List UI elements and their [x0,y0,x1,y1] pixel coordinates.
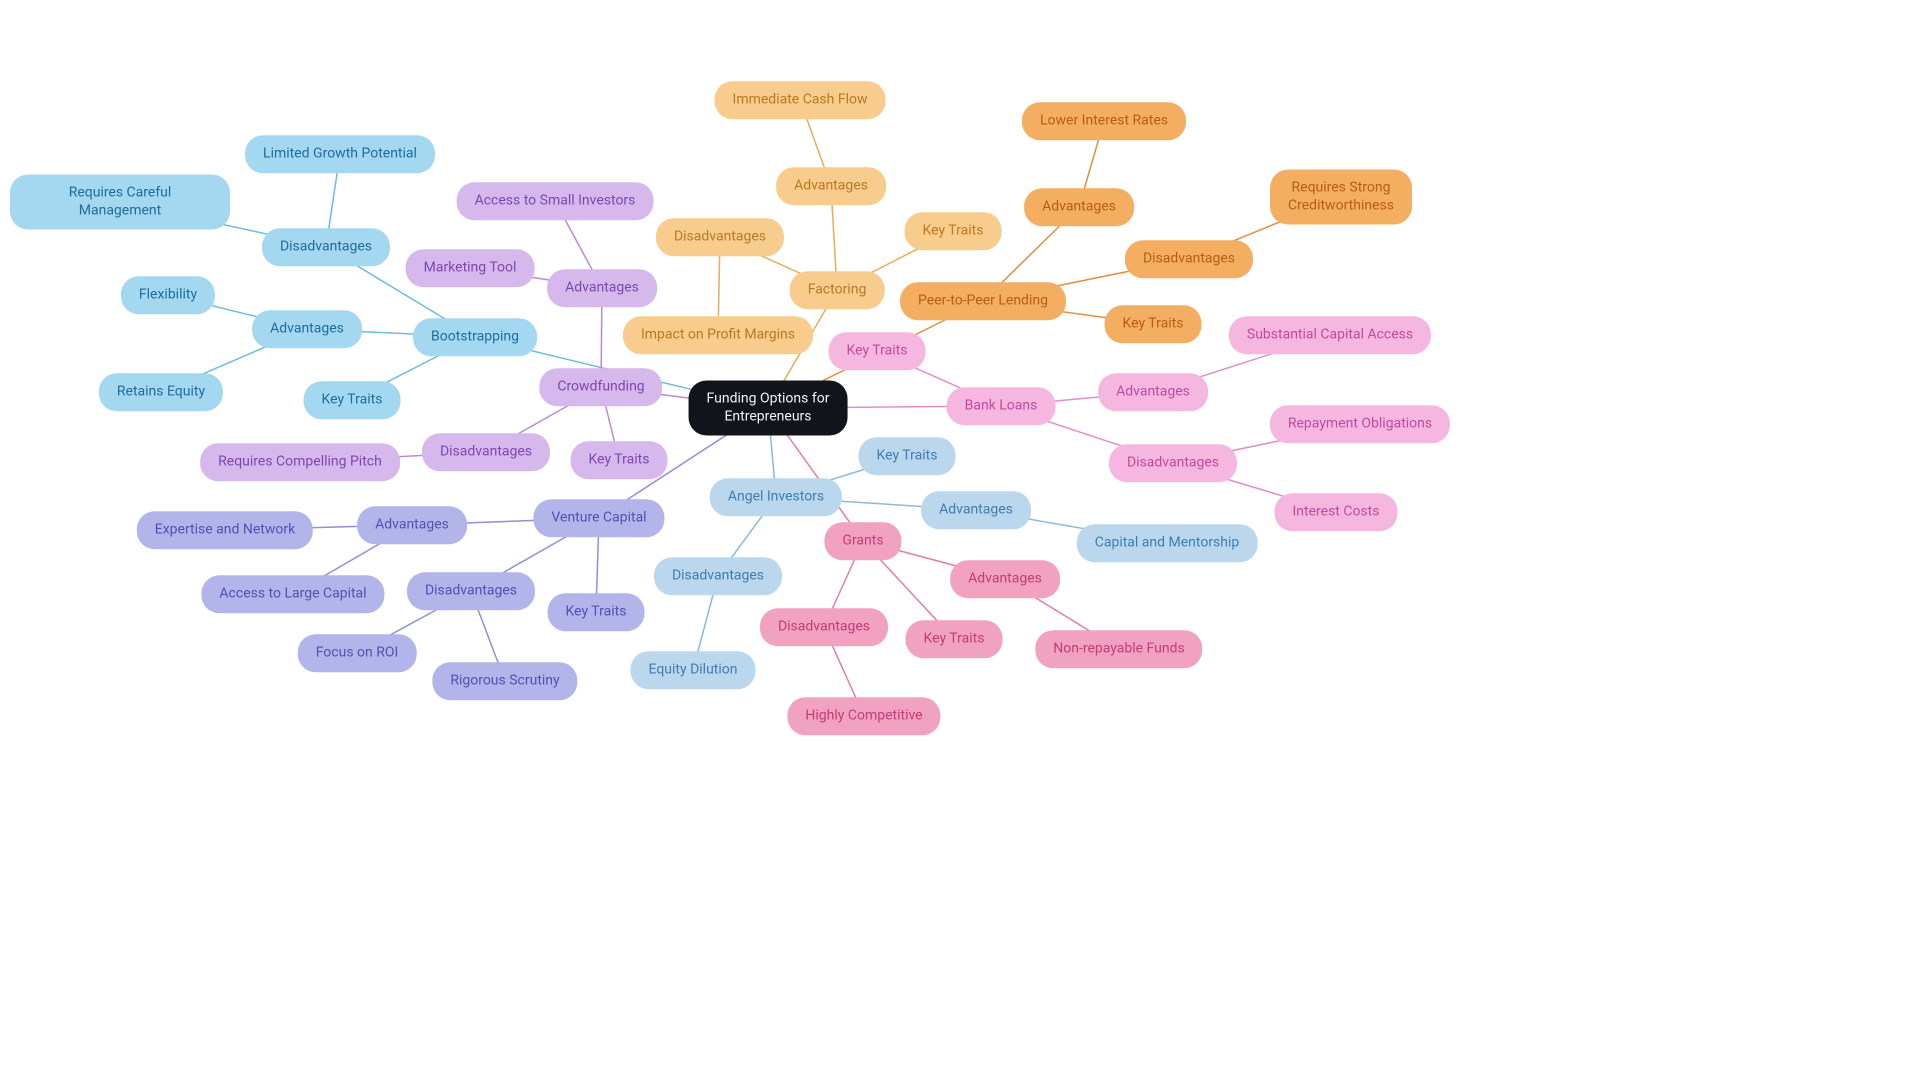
node-fa_prof: Impact on Profit Margins [623,316,813,354]
node-an_dis: Disadvantages [654,557,782,595]
node-bootstrap: Bootstrapping [413,318,537,356]
node-p2p: Peer-to-Peer Lending [900,282,1066,320]
node-gr_comp: Highly Competitive [787,697,940,735]
node-bk_dis: Disadvantages [1109,444,1237,482]
node-root: Funding Options for Entrepreneurs [689,381,848,436]
node-cr_market: Marketing Tool [406,249,535,287]
node-pp_adv: Advantages [1024,188,1134,226]
node-bk_key: Key Traits [829,332,926,370]
node-bk_rep: Repayment Obligations [1270,405,1450,443]
node-bs_growth: Limited Growth Potential [245,135,435,173]
node-vc_cap: Access to Large Capital [201,575,384,613]
node-bs_equity: Retains Equity [99,373,223,411]
node-vc_adv: Advantages [357,506,467,544]
node-cr_pitch: Requires Compelling Pitch [200,443,400,481]
node-pp_key: Key Traits [1105,305,1202,343]
node-bank: Bank Loans [947,387,1056,425]
node-bk_int: Interest Costs [1275,493,1398,531]
node-pp_dis: Disadvantages [1125,240,1253,278]
node-cr_adv: Advantages [547,269,657,307]
node-crowd: Crowdfunding [539,368,662,406]
node-bs_adv: Advantages [252,310,362,348]
node-gr_nonrep: Non-repayable Funds [1035,630,1202,668]
node-vc_key: Key Traits [548,593,645,631]
node-vc: Venture Capital [533,499,664,537]
node-fa_adv: Advantages [776,167,886,205]
node-vc_roi: Focus on ROI [298,634,417,672]
node-an_key: Key Traits [859,437,956,475]
node-vc_dis: Disadvantages [407,572,535,610]
node-an_dil: Equity Dilution [631,651,756,689]
node-pp_cred: Requires Strong Creditworthiness [1270,170,1412,225]
node-grants: Grants [824,522,901,560]
node-vc_scr: Rigorous Scrutiny [432,662,577,700]
node-bs_flex: Flexibility [121,276,215,314]
node-fa_key: Key Traits [905,212,1002,250]
node-cr_key: Key Traits [571,441,668,479]
node-bk_adv: Advantages [1098,373,1208,411]
node-bk_cap: Substantial Capital Access [1229,316,1431,354]
mindmap-canvas: Funding Options for Entrepreneurs Bootstr… [0,0,1920,1083]
node-angel: Angel Investors [710,478,842,516]
node-fa_dis: Disadvantages [656,218,784,256]
node-bs_dis: Disadvantages [262,228,390,266]
node-an_adv: Advantages [921,491,1031,529]
node-gr_dis: Disadvantages [760,608,888,646]
node-gr_adv: Advantages [950,560,1060,598]
node-gr_key: Key Traits [906,620,1003,658]
node-pp_low: Lower Interest Rates [1022,102,1186,140]
node-cr_dis: Disadvantages [422,433,550,471]
node-cr_small: Access to Small Investors [457,182,654,220]
node-vc_net: Expertise and Network [137,511,313,549]
node-bs_key: Key Traits [304,381,401,419]
node-factor: Factoring [790,271,885,309]
node-bs_manage: Requires Careful Management [10,175,230,230]
node-an_ment: Capital and Mentorship [1077,524,1258,562]
node-fa_cash: Immediate Cash Flow [715,81,886,119]
